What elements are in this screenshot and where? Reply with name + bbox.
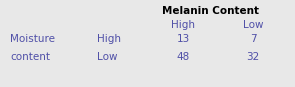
Text: Moisture: Moisture: [10, 34, 55, 44]
Text: content: content: [10, 52, 50, 62]
Text: High: High: [97, 34, 121, 44]
Text: Melanin Content: Melanin Content: [161, 6, 258, 16]
Text: 32: 32: [246, 52, 260, 62]
Text: Low: Low: [97, 52, 117, 62]
Text: 48: 48: [176, 52, 190, 62]
Text: 7: 7: [250, 34, 256, 44]
Text: 13: 13: [176, 34, 190, 44]
Text: High: High: [171, 20, 195, 30]
Text: Low: Low: [243, 20, 263, 30]
